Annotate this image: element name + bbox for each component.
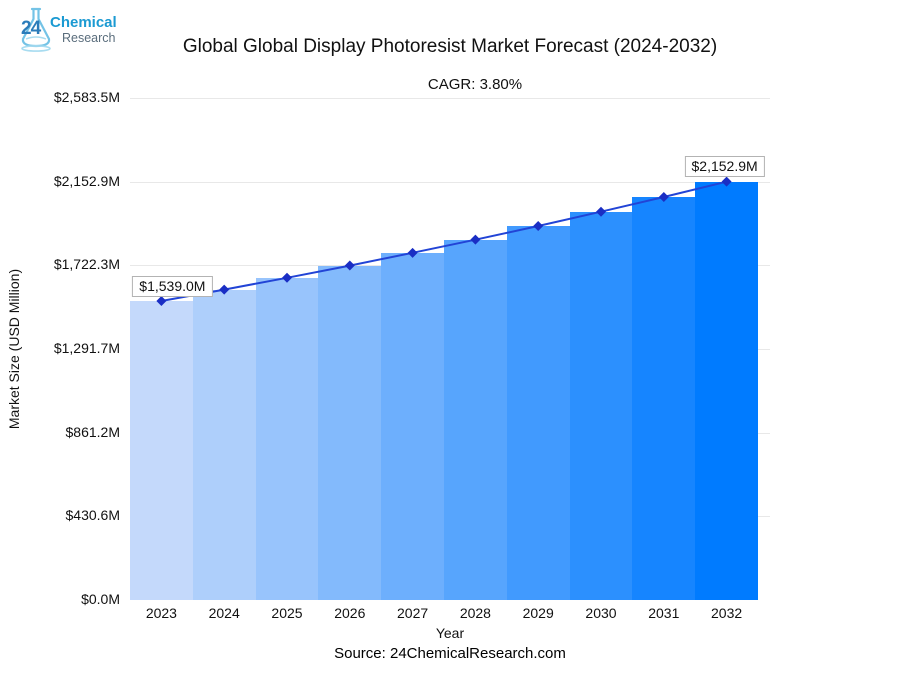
x-tick-label: 2023 <box>145 605 177 621</box>
marker-2024 <box>219 284 230 295</box>
x-tick-label: 2030 <box>585 605 617 621</box>
x-tick-label: 2025 <box>271 605 303 621</box>
marker-2027 <box>407 247 418 258</box>
y-tick-label: $2,152.9M <box>53 172 120 189</box>
x-tick-label: 2024 <box>208 605 240 621</box>
x-tick-label: 2032 <box>711 605 743 621</box>
y-tick-label: $1,722.3M <box>53 256 120 273</box>
bar-2025 <box>255 277 319 600</box>
marker-2032 <box>721 176 732 187</box>
marker-2031 <box>658 192 669 203</box>
bar-2026 <box>318 265 382 600</box>
logo-number: 24 <box>21 18 41 39</box>
x-tick-label: 2029 <box>522 605 554 621</box>
marker-2023 <box>156 295 167 306</box>
marker-2029 <box>533 220 544 231</box>
y-tick-label: $2,583.5M <box>53 89 120 105</box>
logo-line1: Chemical <box>50 14 117 31</box>
x-tick-label: 2027 <box>397 605 429 621</box>
marker-2026 <box>344 260 355 271</box>
source-caption: Source: 24ChemicalResearch.com <box>334 645 566 662</box>
chart-title: Global Global Display Photoresist Market… <box>182 36 718 57</box>
chart-subtitle: CAGR: 3.80% <box>427 76 523 93</box>
logo: 24 Chemical Research <box>18 6 148 54</box>
x-tick-label: 2026 <box>334 605 366 621</box>
bar-2030 <box>569 211 633 600</box>
x-axis-ticks: 2023 2024 2025 2026 2027 2028 2029 2030 2031 2032 <box>130 605 770 625</box>
bar-2023 <box>130 301 193 600</box>
marker-2028 <box>470 234 481 245</box>
plot-area: $1,539.0M $2,152.9M <box>130 98 770 600</box>
bar-2028 <box>444 239 507 600</box>
x-tick-label: 2028 <box>459 605 491 621</box>
data-label-2023: $1,539.0M <box>132 275 213 297</box>
bar-2029 <box>506 226 570 600</box>
line-series <box>156 176 732 306</box>
data-label-2032: $2,152.9M <box>684 156 765 178</box>
bar-2027 <box>381 252 444 600</box>
y-tick-label: $861.2M <box>65 423 120 440</box>
logo-line2: Research <box>62 31 116 45</box>
y-tick-label: $1,291.7M <box>53 340 120 356</box>
marker-2030 <box>596 206 606 217</box>
y-axis-ticks: $0.0M $430.6M $861.2M $1,291.7M $1,722.3M $2,… <box>0 89 120 607</box>
bar-2024 <box>192 289 256 600</box>
gridline <box>130 98 770 99</box>
bar-2032 <box>695 181 758 600</box>
y-tick-label: $0.0M <box>81 591 120 607</box>
flask-icon <box>21 7 51 52</box>
x-axis-title: Year <box>435 625 465 641</box>
bar-2031 <box>632 197 696 600</box>
gridline <box>130 181 770 183</box>
marker-2025 <box>282 272 292 283</box>
x-tick-label: 2031 <box>648 605 680 621</box>
y-tick-label: $430.6M <box>65 507 120 524</box>
